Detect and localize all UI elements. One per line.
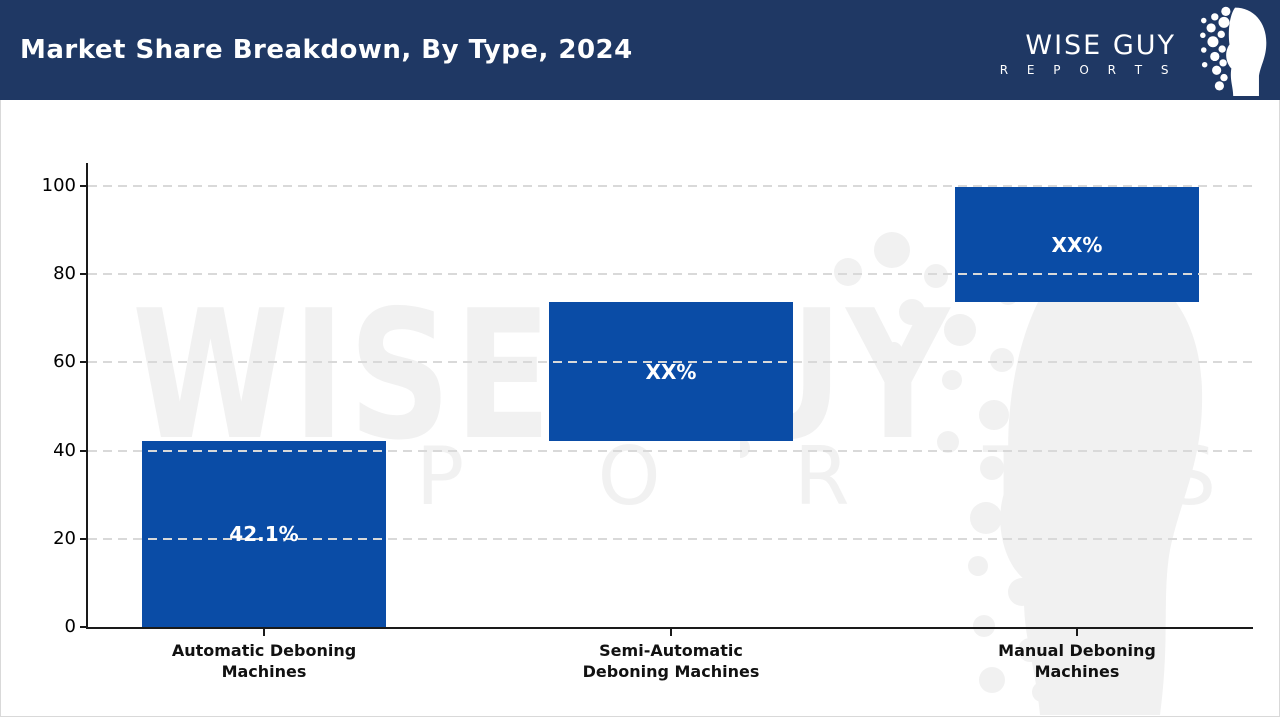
watermark-face-icon	[740, 232, 1203, 715]
gridline	[88, 449, 1253, 452]
gridline	[88, 361, 1253, 364]
logo-subtitle: R E P O R T S	[999, 62, 1176, 77]
y-tick-mark	[80, 185, 88, 187]
x-tick-mark	[263, 628, 265, 636]
y-tick-mark	[80, 449, 88, 452]
y-tick-label: 40	[53, 439, 76, 461]
x-category-label: Automatic Deboning Machines	[171, 641, 357, 681]
gridline	[88, 537, 1253, 540]
logo-face-icon	[1200, 6, 1267, 96]
y-tick-label: 80	[53, 263, 76, 285]
y-axis-line	[86, 163, 88, 629]
y-tick-mark	[80, 626, 88, 628]
gridline	[88, 185, 1253, 187]
x-tick-mark	[670, 628, 672, 636]
logo-wordmark: WISE GUY R E P O R T S	[996, 30, 1176, 77]
y-tick-label: 20	[53, 527, 76, 549]
x-category-label: Manual Deboning Machines	[998, 641, 1156, 681]
y-tick-mark	[80, 273, 88, 276]
y-tick-label: 60	[53, 351, 76, 373]
bar-segment	[955, 187, 1199, 303]
y-tick-label: 0	[64, 616, 76, 637]
y-tick-mark	[80, 361, 88, 364]
bar-segment	[142, 441, 386, 627]
logo-word: WISE GUY	[1025, 29, 1176, 61]
y-tick-mark	[80, 537, 88, 540]
gridline	[88, 273, 1253, 276]
wiseguy-logo: WISE GUY R E P O R T S	[996, 4, 1270, 96]
x-category-label: Semi-Automatic Deboning Machines	[582, 641, 760, 681]
x-axis-line	[86, 627, 1253, 629]
chart-title: Market Share Breakdown, By Type, 2024	[20, 35, 633, 65]
header-bar: Market Share Breakdown, By Type, 2024 WI…	[0, 0, 1280, 100]
bar-segment	[549, 302, 793, 442]
y-tick-label: 100	[41, 175, 76, 196]
x-tick-mark	[1076, 628, 1078, 636]
